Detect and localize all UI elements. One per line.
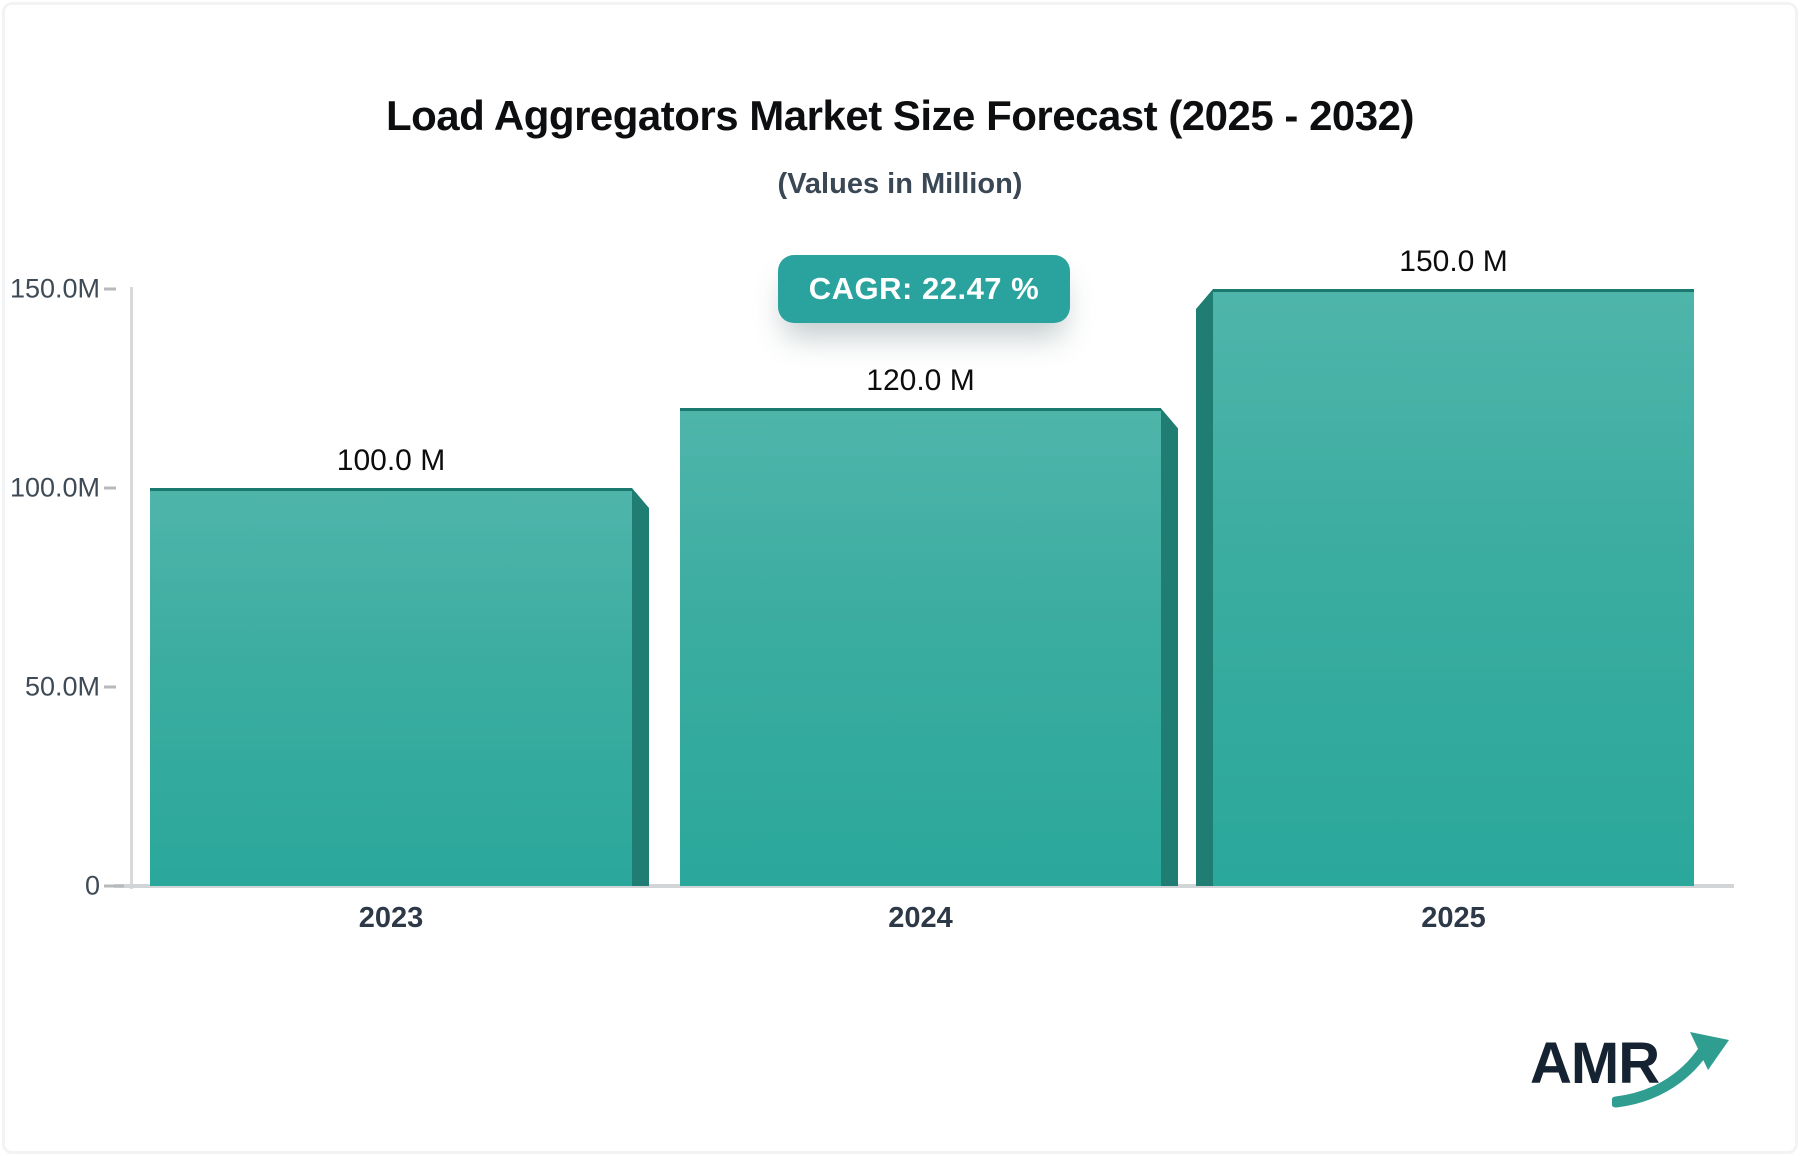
bar-3d-side bbox=[632, 488, 649, 886]
y-axis-tick bbox=[104, 685, 116, 689]
x-axis-line bbox=[114, 884, 1734, 888]
bar-value-label: 120.0 M bbox=[866, 364, 975, 398]
amr-logo: AMR bbox=[1530, 1030, 1730, 1120]
bar bbox=[1213, 289, 1694, 886]
bar-3d-side bbox=[1196, 289, 1213, 886]
y-axis-tick bbox=[104, 486, 116, 490]
y-axis-line bbox=[130, 287, 133, 889]
y-axis-label: 150.0M bbox=[9, 273, 100, 304]
y-axis-tick bbox=[104, 287, 116, 291]
bar bbox=[680, 408, 1161, 886]
x-axis-label: 2024 bbox=[888, 902, 953, 934]
amr-logo-text: AMR bbox=[1530, 1031, 1660, 1096]
chart-subtitle: (Values in Million) bbox=[777, 168, 1023, 200]
cagr-badge: CAGR: 22.47 % bbox=[778, 255, 1070, 323]
y-axis-label: 50.0M bbox=[24, 671, 100, 702]
y-axis-label: 100.0M bbox=[9, 472, 100, 503]
y-axis-label: 0 bbox=[84, 870, 100, 901]
cagr-badge-label: CAGR: 22.47 % bbox=[808, 271, 1040, 306]
growth-arrow-icon bbox=[1612, 1032, 1729, 1108]
chart-title: Load Aggregators Market Size Forecast (2… bbox=[386, 92, 1415, 139]
bar-value-label: 100.0 M bbox=[336, 444, 446, 477]
bar-value-label: 150.0 M bbox=[1399, 245, 1508, 278]
x-axis-label: 2023 bbox=[358, 902, 424, 934]
bar-3d-side bbox=[1161, 408, 1178, 886]
bar bbox=[150, 488, 632, 886]
x-axis-label: 2025 bbox=[1421, 902, 1486, 934]
y-axis-tick bbox=[104, 884, 124, 888]
